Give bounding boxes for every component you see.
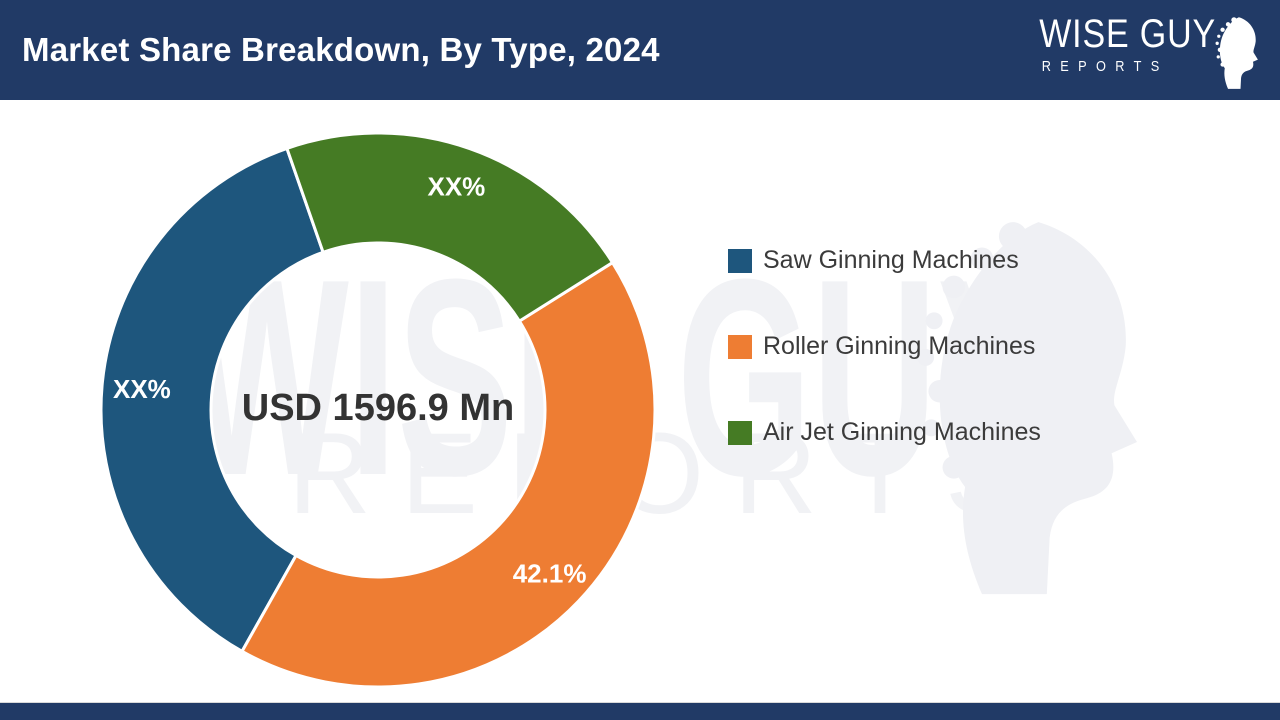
logo-reports-text: REPORTS	[1041, 58, 1169, 75]
slice-percentage-label: XX%	[427, 171, 485, 201]
legend-label: Air Jet Ginning Machines	[763, 418, 1041, 446]
slice-labels-group: XX% 42.1% XX%	[113, 171, 586, 588]
pie-slice	[240, 261, 657, 689]
legend-item-roller-ginning: Roller Ginning Machines	[728, 332, 1041, 361]
slice-percentage-label: 42.1%	[513, 559, 587, 589]
legend-swatch-icon	[728, 420, 752, 445]
chart-center-value: USD 1596.9 Mn	[242, 387, 514, 429]
legend-item-air-jet-ginning: Air Jet Ginning Machines	[728, 418, 1041, 447]
wise-guy-logo: WISE GUY REPORTS	[1008, 14, 1264, 90]
slice-percentage-label: XX%	[113, 374, 171, 404]
footer-bar	[0, 702, 1280, 720]
logo-wise-guy-text: WISE GUY	[1039, 12, 1216, 56]
donut-slices-group	[99, 131, 657, 689]
legend-swatch-icon	[728, 334, 752, 359]
legend-item-saw-ginning: Saw Ginning Machines	[728, 246, 1041, 275]
pie-slice	[99, 146, 325, 653]
legend-label: Roller Ginning Machines	[763, 332, 1036, 360]
header-bar: Market Share Breakdown, By Type, 2024 WI…	[0, 0, 1280, 100]
chart-legend: Saw Ginning Machines Roller Ginning Mach…	[728, 246, 1041, 504]
pie-slice	[285, 131, 614, 323]
logo-wordmark: WISE GUY REPORTS	[1039, 14, 1216, 75]
legend-label: Saw Ginning Machines	[763, 246, 1019, 274]
page-title: Market Share Breakdown, By Type, 2024	[22, 31, 660, 68]
legend-swatch-icon	[728, 248, 752, 273]
